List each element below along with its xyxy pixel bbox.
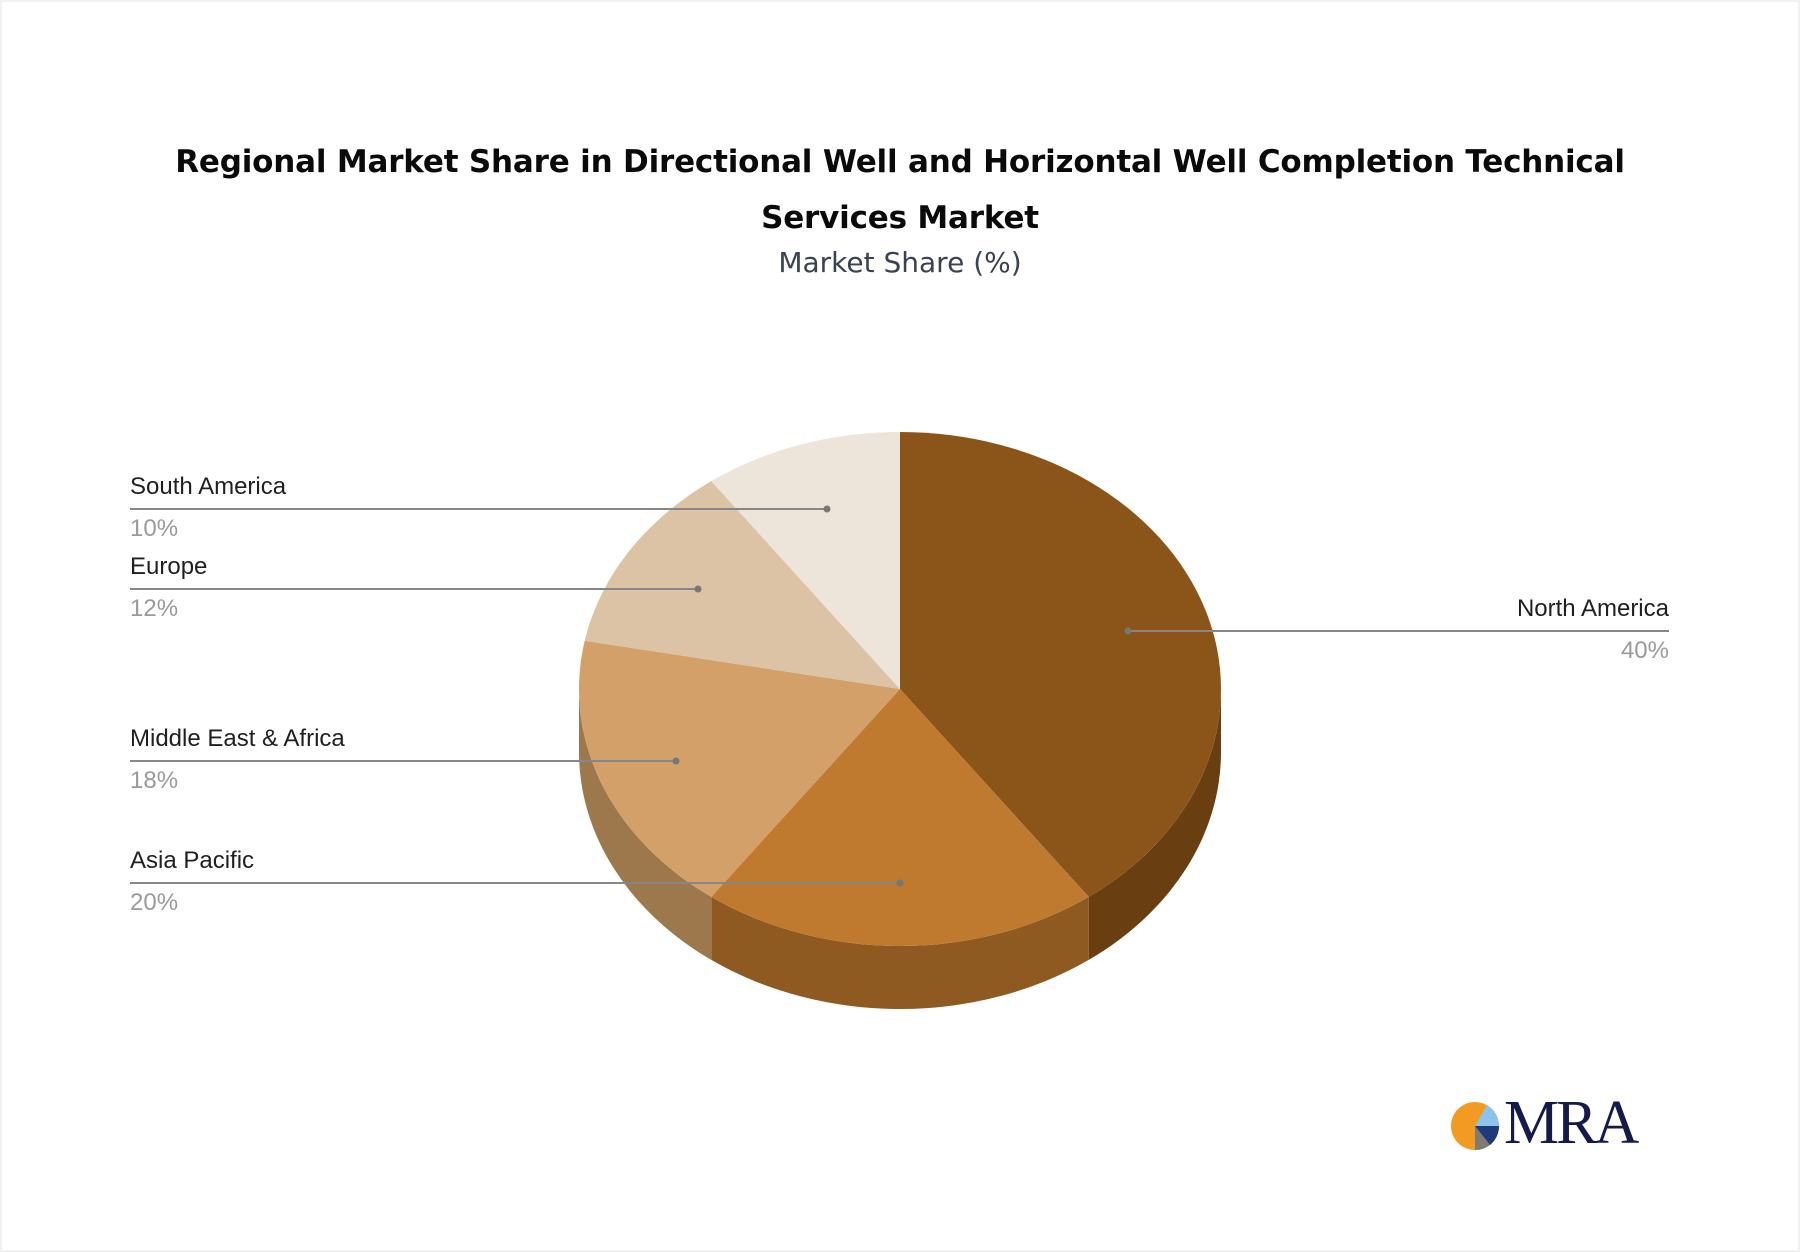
label-north-america: North America	[1516, 595, 1669, 622]
mra-logo: MRA	[1448, 1090, 1644, 1156]
slice-europe[interactable]	[584, 481, 900, 689]
chart-title: Regional Market Share in Directional Wel…	[150, 134, 1650, 246]
value-asia-pacific: 20%	[130, 889, 179, 916]
value-middle-east-africa: 18%	[130, 767, 179, 794]
slice-north-america[interactable]	[900, 432, 1221, 897]
slice-south-america[interactable]	[711, 432, 900, 689]
leader-dot-europe	[694, 585, 702, 593]
label-south-america: South America	[130, 473, 287, 500]
label-europe: Europe	[130, 553, 208, 580]
chart-subtitle: Market Share (%)	[778, 246, 1022, 279]
value-europe: 12%	[130, 595, 179, 622]
leader-dot-south-america	[823, 505, 831, 513]
pie-chart-logo-icon	[1451, 1102, 1500, 1151]
logo-text: MRA	[1504, 1089, 1639, 1157]
chart-title-line-2: Services Market	[761, 200, 1039, 236]
slice-asia-pacific[interactable]	[711, 689, 1089, 946]
leader-dot-north-america	[1124, 627, 1132, 635]
label-asia-pacific: Asia Pacific	[130, 847, 255, 874]
label-middle-east-africa: Middle East & Africa	[130, 725, 345, 752]
leader-dot-middle-east-africa	[672, 757, 680, 765]
leader-dot-asia-pacific	[896, 879, 904, 887]
value-north-america: 40%	[1620, 637, 1669, 664]
value-south-america: 10%	[130, 515, 179, 542]
slice-side-middle-east-africa	[579, 689, 712, 960]
slice-side-asia-pacific	[711, 896, 1089, 1009]
slice-side-north-america	[1088, 689, 1221, 960]
chart-title-line-1: Regional Market Share in Directional Wel…	[175, 144, 1625, 180]
slice-middle-east-africa[interactable]	[579, 640, 900, 897]
